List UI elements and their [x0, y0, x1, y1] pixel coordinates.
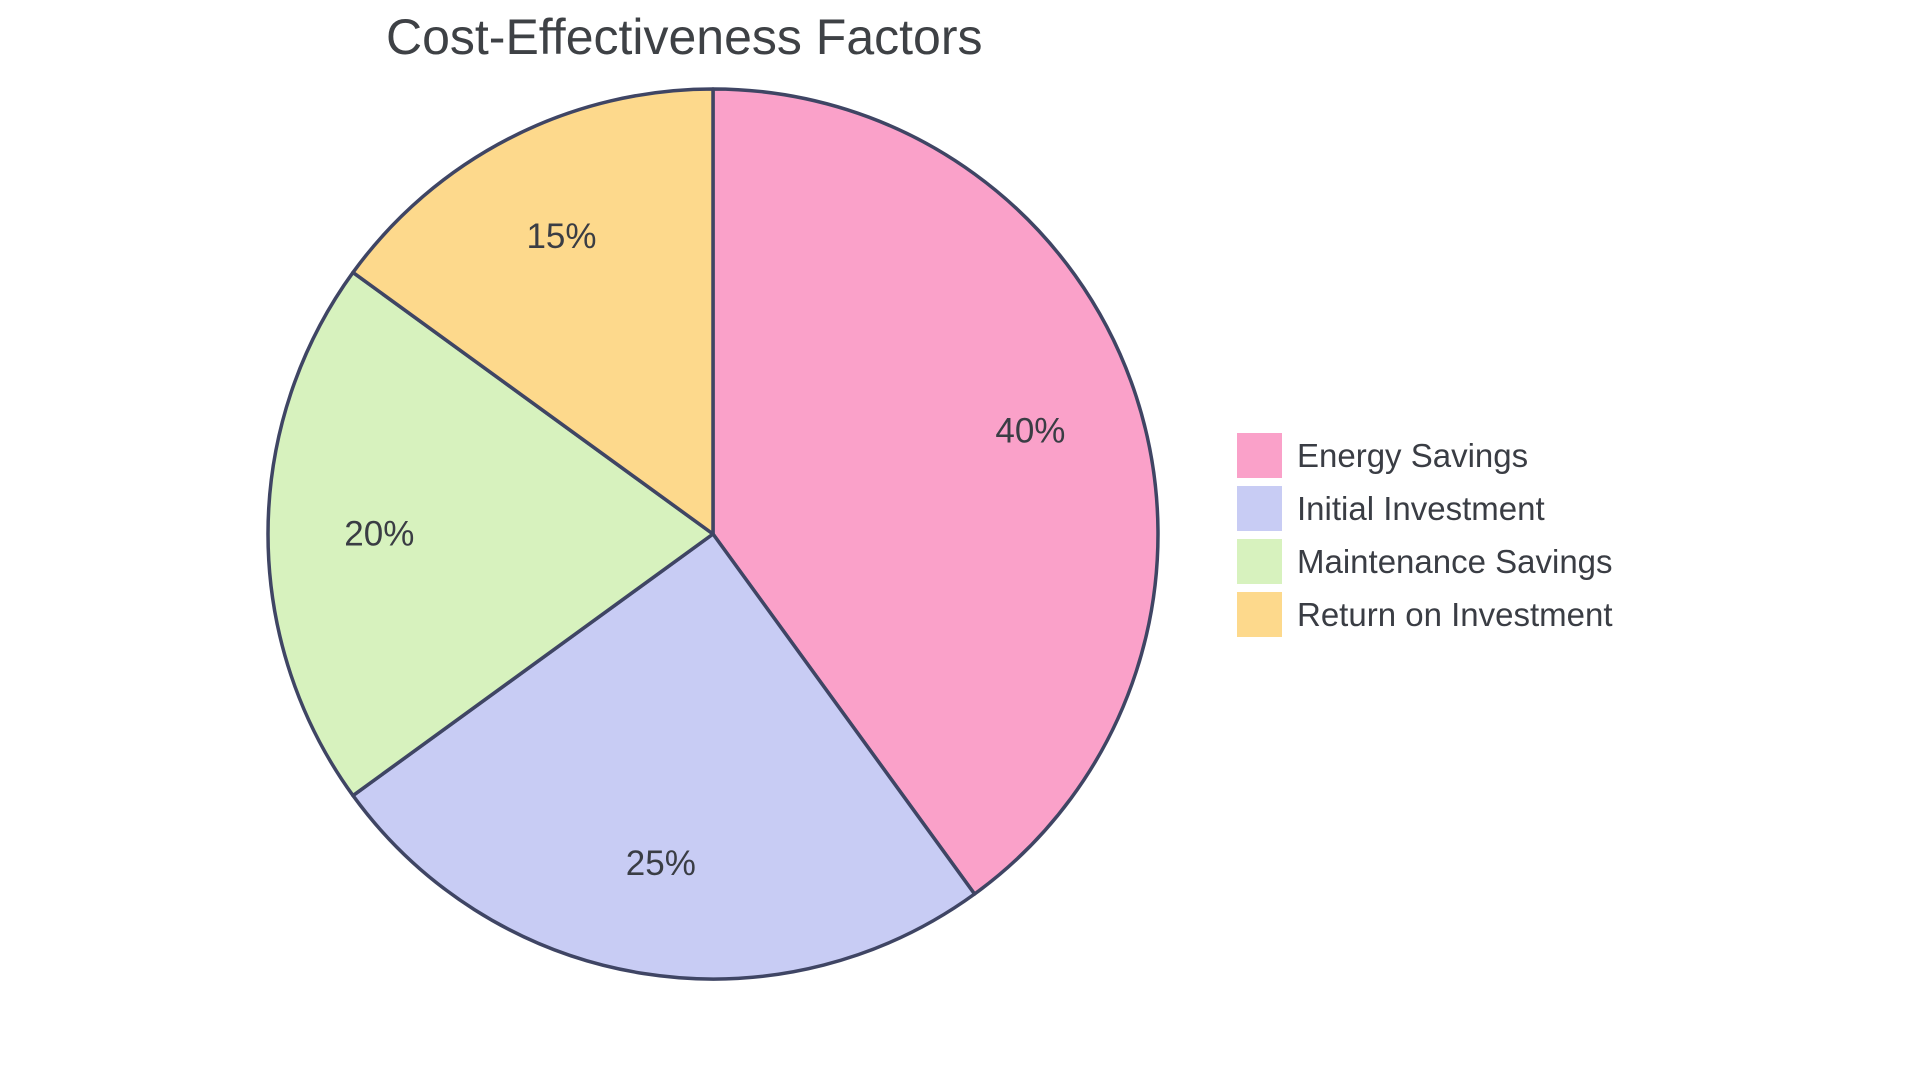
- legend-item-label: Maintenance Savings: [1297, 542, 1613, 580]
- legend-item-label: Energy Savings: [1297, 436, 1529, 474]
- slice-value-label: 15%: [526, 217, 596, 256]
- pie-slice-return-on-investment: [351, 87, 715, 536]
- legend-swatch: [1237, 539, 1282, 584]
- legend-swatch: [1237, 433, 1282, 478]
- legend: Energy Savings Initial Investment Maintena…: [1237, 433, 1613, 637]
- legend-item-label: Return on Investment: [1297, 595, 1613, 633]
- slice-value-label: 40%: [995, 411, 1065, 450]
- legend-item-maintenance-savings: Maintenance Savings: [1237, 539, 1613, 584]
- pie-slice-maintenance-savings: [266, 270, 715, 798]
- pie-slice-energy-savings: [711, 87, 1160, 896]
- slice-value-label: 25%: [626, 844, 696, 883]
- legend-item-initial-investment: Initial Investment: [1237, 486, 1613, 531]
- legend-swatch: [1237, 592, 1282, 637]
- legend-item-return-on-investment: Return on Investment: [1237, 592, 1613, 637]
- slice-value-label: 20%: [344, 515, 414, 554]
- legend-item-label: Initial Investment: [1297, 489, 1545, 527]
- pie-slice-initial-investment: [351, 532, 977, 981]
- legend-item-energy-savings: Energy Savings: [1237, 433, 1613, 478]
- legend-swatch: [1237, 486, 1282, 531]
- chart-title: Cost-Effectiveness Factors: [386, 9, 983, 65]
